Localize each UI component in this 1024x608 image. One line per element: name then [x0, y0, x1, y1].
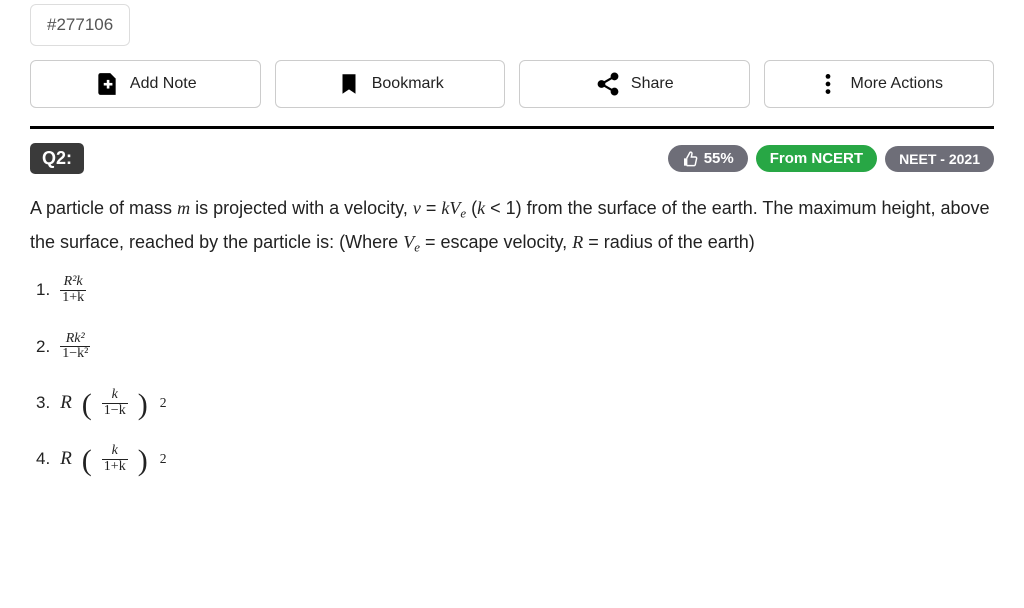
numerator: Rk² [66, 331, 85, 346]
denominator: 1−k² [60, 346, 90, 362]
fraction: R²k 1+k [60, 275, 86, 305]
option-number: 3. [36, 393, 50, 413]
var-R: R [60, 448, 72, 470]
question-number-label: Q2: [30, 143, 84, 174]
like-badge[interactable]: 55% [668, 145, 748, 172]
numerator: k [112, 387, 118, 402]
share-button[interactable]: Share [519, 60, 750, 108]
fraction: Rk² 1−k² [60, 332, 90, 362]
var-Ve: V [403, 232, 414, 252]
thumbs-up-icon [682, 151, 698, 167]
option-2[interactable]: 2. Rk² 1−k² [36, 332, 994, 362]
var-k: k [477, 198, 485, 218]
add-note-icon [94, 71, 120, 97]
qtext: is projected with a velocity, [190, 198, 413, 218]
option-4[interactable]: 4. R ( k 1+k )2 [36, 444, 994, 474]
more-icon [815, 71, 841, 97]
bookmark-icon [336, 71, 362, 97]
like-percent: 55% [704, 150, 734, 167]
more-actions-label: More Actions [851, 75, 943, 93]
more-actions-button[interactable]: More Actions [764, 60, 995, 108]
option-number: 4. [36, 449, 50, 469]
bookmark-label: Bookmark [372, 75, 444, 93]
badge-row: 55% From NCERT NEET - 2021 [668, 145, 994, 172]
var-R: R [572, 232, 583, 252]
add-note-label: Add Note [130, 75, 197, 93]
divider [30, 126, 994, 129]
option-number: 2. [36, 337, 50, 357]
numerator: R²k [64, 274, 83, 289]
qtext: ( [466, 198, 477, 218]
fraction: k 1−k [102, 388, 128, 418]
option-1[interactable]: 1. R²k 1+k [36, 275, 994, 305]
qtext: A particle of mass [30, 198, 177, 218]
var-v: v [413, 198, 421, 218]
question-header: Q2: 55% From NCERT NEET - 2021 [30, 143, 994, 174]
option-number: 1. [36, 280, 50, 300]
exponent: 2 [160, 395, 167, 411]
qtext: < 1 [485, 198, 516, 218]
qtext: = radius of the earth) [583, 232, 755, 252]
add-note-button[interactable]: Add Note [30, 60, 261, 108]
share-icon [595, 71, 621, 97]
question-text: A particle of mass m is projected with a… [30, 192, 994, 259]
qtext: = [421, 198, 442, 218]
qtext: = escape velocity, [420, 232, 572, 252]
var-R: R [60, 392, 72, 414]
action-row: Add Note Bookmark Share More Actions [30, 60, 994, 108]
exponent: 2 [160, 451, 167, 467]
denominator: 1+k [60, 290, 86, 306]
ncert-badge: From NCERT [756, 145, 877, 172]
var-m: m [177, 198, 190, 218]
numerator: k [112, 443, 118, 458]
bookmark-button[interactable]: Bookmark [275, 60, 506, 108]
denominator: 1+k [102, 459, 128, 475]
option-3[interactable]: 3. R ( k 1−k )2 [36, 388, 994, 418]
options-list: 1. R²k 1+k 2. Rk² 1−k² 3. R ( k 1−k )2 4… [30, 275, 994, 475]
question-id: #277106 [30, 4, 130, 46]
var-Ve: V [449, 198, 460, 218]
fraction: k 1+k [102, 444, 128, 474]
exam-badge: NEET - 2021 [885, 146, 994, 172]
denominator: 1−k [102, 403, 128, 419]
share-label: Share [631, 75, 674, 93]
